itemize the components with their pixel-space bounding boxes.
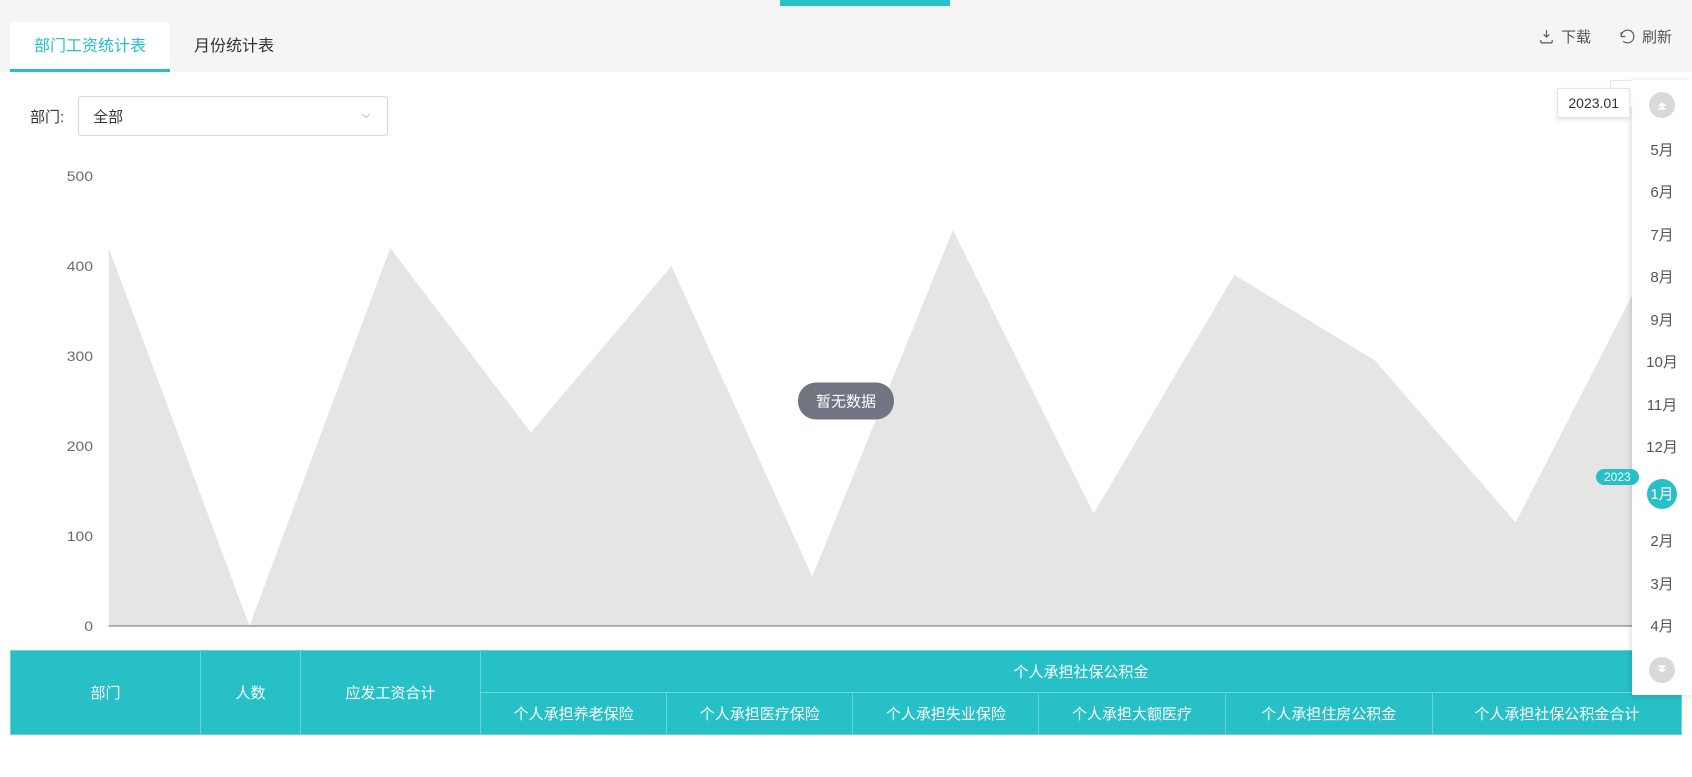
month-item[interactable]: 10月	[1632, 347, 1692, 376]
month-list: 5月 6月 7月 8月 9月 10月 11月 12月 1月2023 2月 3月 4月	[1632, 122, 1692, 653]
month-item[interactable]: 7月	[1632, 220, 1692, 249]
chevron-down-icon	[1655, 663, 1669, 677]
svg-text:500: 500	[67, 170, 93, 185]
col-sub-2: 个人承担失业保险	[853, 693, 1039, 735]
col-group-personal-insurance: 个人承担社保公积金	[481, 651, 1682, 693]
current-period-badge: 2023.01	[1557, 88, 1630, 118]
chevron-up-icon	[1655, 98, 1669, 112]
refresh-button[interactable]: 刷新	[1619, 26, 1672, 47]
col-sub-3: 个人承担大额医疗	[1039, 693, 1225, 735]
tab-month-stats[interactable]: 月份统计表	[170, 22, 298, 72]
month-item[interactable]: 4月	[1632, 611, 1692, 640]
col-department: 部门	[11, 651, 201, 735]
department-select[interactable]: 全部	[78, 96, 388, 136]
download-icon	[1538, 28, 1555, 45]
month-item[interactable]: 1月2023	[1632, 475, 1692, 513]
department-select-value: 全部	[93, 106, 359, 127]
svg-text:100: 100	[67, 530, 93, 545]
chevron-down-icon	[359, 109, 373, 123]
col-sub-1: 个人承担医疗保险	[667, 693, 853, 735]
salary-table: 部门 人数 应发工资合计 个人承担社保公积金 个人承担养老保险个人承担医疗保险个…	[10, 650, 1682, 735]
col-headcount: 人数	[201, 651, 301, 735]
svg-text:300: 300	[67, 350, 93, 365]
col-sub-5: 个人承担社保公积金合计	[1432, 693, 1681, 735]
col-payable-total: 应发工资合计	[301, 651, 481, 735]
month-scroll-down[interactable]	[1649, 657, 1675, 683]
chart-area: 0 100 200 300 400 500 暂无数据	[30, 166, 1662, 636]
month-item[interactable]: 9月	[1632, 305, 1692, 334]
refresh-icon	[1619, 28, 1636, 45]
refresh-label: 刷新	[1642, 26, 1672, 47]
filter-label: 部门:	[30, 106, 64, 127]
download-button[interactable]: 下载	[1538, 26, 1591, 47]
svg-text:200: 200	[67, 440, 93, 455]
month-item[interactable]: 8月	[1632, 262, 1692, 291]
month-scroll-up[interactable]	[1649, 92, 1675, 118]
month-item[interactable]: 3月	[1632, 569, 1692, 598]
svg-text:0: 0	[84, 620, 93, 635]
month-item[interactable]: 5月	[1632, 135, 1692, 164]
month-side-panel: 2023.01 5月6月7月8月9月10月11月12月1月20232月3月4月	[1632, 80, 1692, 695]
month-item[interactable]: 12月	[1632, 432, 1692, 461]
table-header: 部门 人数 应发工资合计 个人承担社保公积金 个人承担养老保险个人承担医疗保险个…	[10, 650, 1682, 735]
svg-text:400: 400	[67, 260, 93, 275]
tab-department-salary[interactable]: 部门工资统计表	[10, 22, 170, 72]
filter-row: 部门: 全部	[0, 72, 1692, 146]
top-accent-bar	[780, 0, 950, 6]
tabs-group: 部门工资统计表 月份统计表	[10, 0, 298, 72]
no-data-badge: 暂无数据	[798, 383, 894, 420]
tab-bar: 部门工资统计表 月份统计表 下载 刷新	[0, 0, 1692, 72]
col-sub-0: 个人承担养老保险	[481, 693, 667, 735]
month-item[interactable]: 2月	[1632, 526, 1692, 555]
col-sub-4: 个人承担住房公积金	[1225, 693, 1432, 735]
year-tag: 2023	[1596, 469, 1639, 485]
download-label: 下载	[1561, 26, 1591, 47]
month-item[interactable]: 6月	[1632, 177, 1692, 206]
tab-actions: 下载 刷新	[1538, 26, 1672, 47]
month-item[interactable]: 11月	[1632, 390, 1692, 419]
